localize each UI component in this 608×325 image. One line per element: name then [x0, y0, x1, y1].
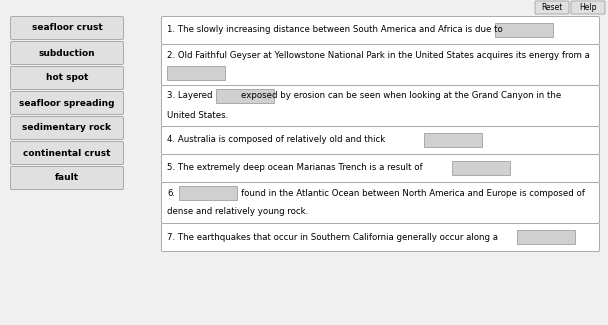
- Text: 7. The earthquakes that occur in Southern California generally occur along a: 7. The earthquakes that occur in Souther…: [167, 232, 498, 241]
- FancyBboxPatch shape: [10, 166, 123, 189]
- Text: 5. The extremely deep ocean Marianas Trench is a result of: 5. The extremely deep ocean Marianas Tre…: [167, 163, 423, 173]
- Text: United States.: United States.: [167, 111, 228, 120]
- Text: exposed by erosion can be seen when looking at the Grand Canyon in the: exposed by erosion can be seen when look…: [241, 92, 561, 100]
- FancyBboxPatch shape: [162, 85, 599, 126]
- FancyBboxPatch shape: [571, 1, 605, 14]
- Text: sedimentary rock: sedimentary rock: [22, 124, 111, 133]
- Text: seafloor spreading: seafloor spreading: [19, 98, 115, 108]
- FancyBboxPatch shape: [10, 42, 123, 64]
- FancyBboxPatch shape: [10, 17, 123, 40]
- Text: dense and relatively young rock.: dense and relatively young rock.: [167, 207, 308, 216]
- Text: seafloor crust: seafloor crust: [32, 23, 102, 32]
- FancyBboxPatch shape: [517, 230, 575, 244]
- Text: 3. Layered: 3. Layered: [167, 92, 213, 100]
- Text: continental crust: continental crust: [23, 149, 111, 158]
- FancyBboxPatch shape: [10, 92, 123, 114]
- Text: found in the Atlantic Ocean between North America and Europe is composed of: found in the Atlantic Ocean between Nort…: [241, 188, 585, 198]
- FancyBboxPatch shape: [162, 154, 599, 183]
- Text: 4. Australia is composed of relatively old and thick: 4. Australia is composed of relatively o…: [167, 136, 385, 145]
- FancyBboxPatch shape: [535, 1, 569, 14]
- FancyBboxPatch shape: [424, 133, 482, 147]
- FancyBboxPatch shape: [162, 183, 599, 224]
- FancyBboxPatch shape: [162, 126, 599, 154]
- FancyBboxPatch shape: [162, 45, 599, 85]
- Text: 6.: 6.: [167, 188, 175, 198]
- FancyBboxPatch shape: [179, 186, 237, 200]
- Text: 2. Old Faithful Geyser at Yellowstone National Park in the United States acquire: 2. Old Faithful Geyser at Yellowstone Na…: [167, 50, 590, 59]
- FancyBboxPatch shape: [495, 23, 553, 37]
- FancyBboxPatch shape: [10, 67, 123, 89]
- Text: hot spot: hot spot: [46, 73, 88, 83]
- Text: fault: fault: [55, 174, 79, 183]
- FancyBboxPatch shape: [162, 17, 599, 45]
- FancyBboxPatch shape: [167, 66, 225, 80]
- FancyBboxPatch shape: [10, 141, 123, 164]
- FancyBboxPatch shape: [10, 116, 123, 139]
- Text: subduction: subduction: [39, 48, 95, 58]
- Text: Reset: Reset: [541, 3, 562, 12]
- FancyBboxPatch shape: [216, 89, 274, 103]
- Text: Help: Help: [579, 3, 596, 12]
- Text: 1. The slowly increasing distance between South America and Africa is due to: 1. The slowly increasing distance betwee…: [167, 25, 503, 34]
- FancyBboxPatch shape: [162, 224, 599, 252]
- FancyBboxPatch shape: [452, 161, 510, 175]
